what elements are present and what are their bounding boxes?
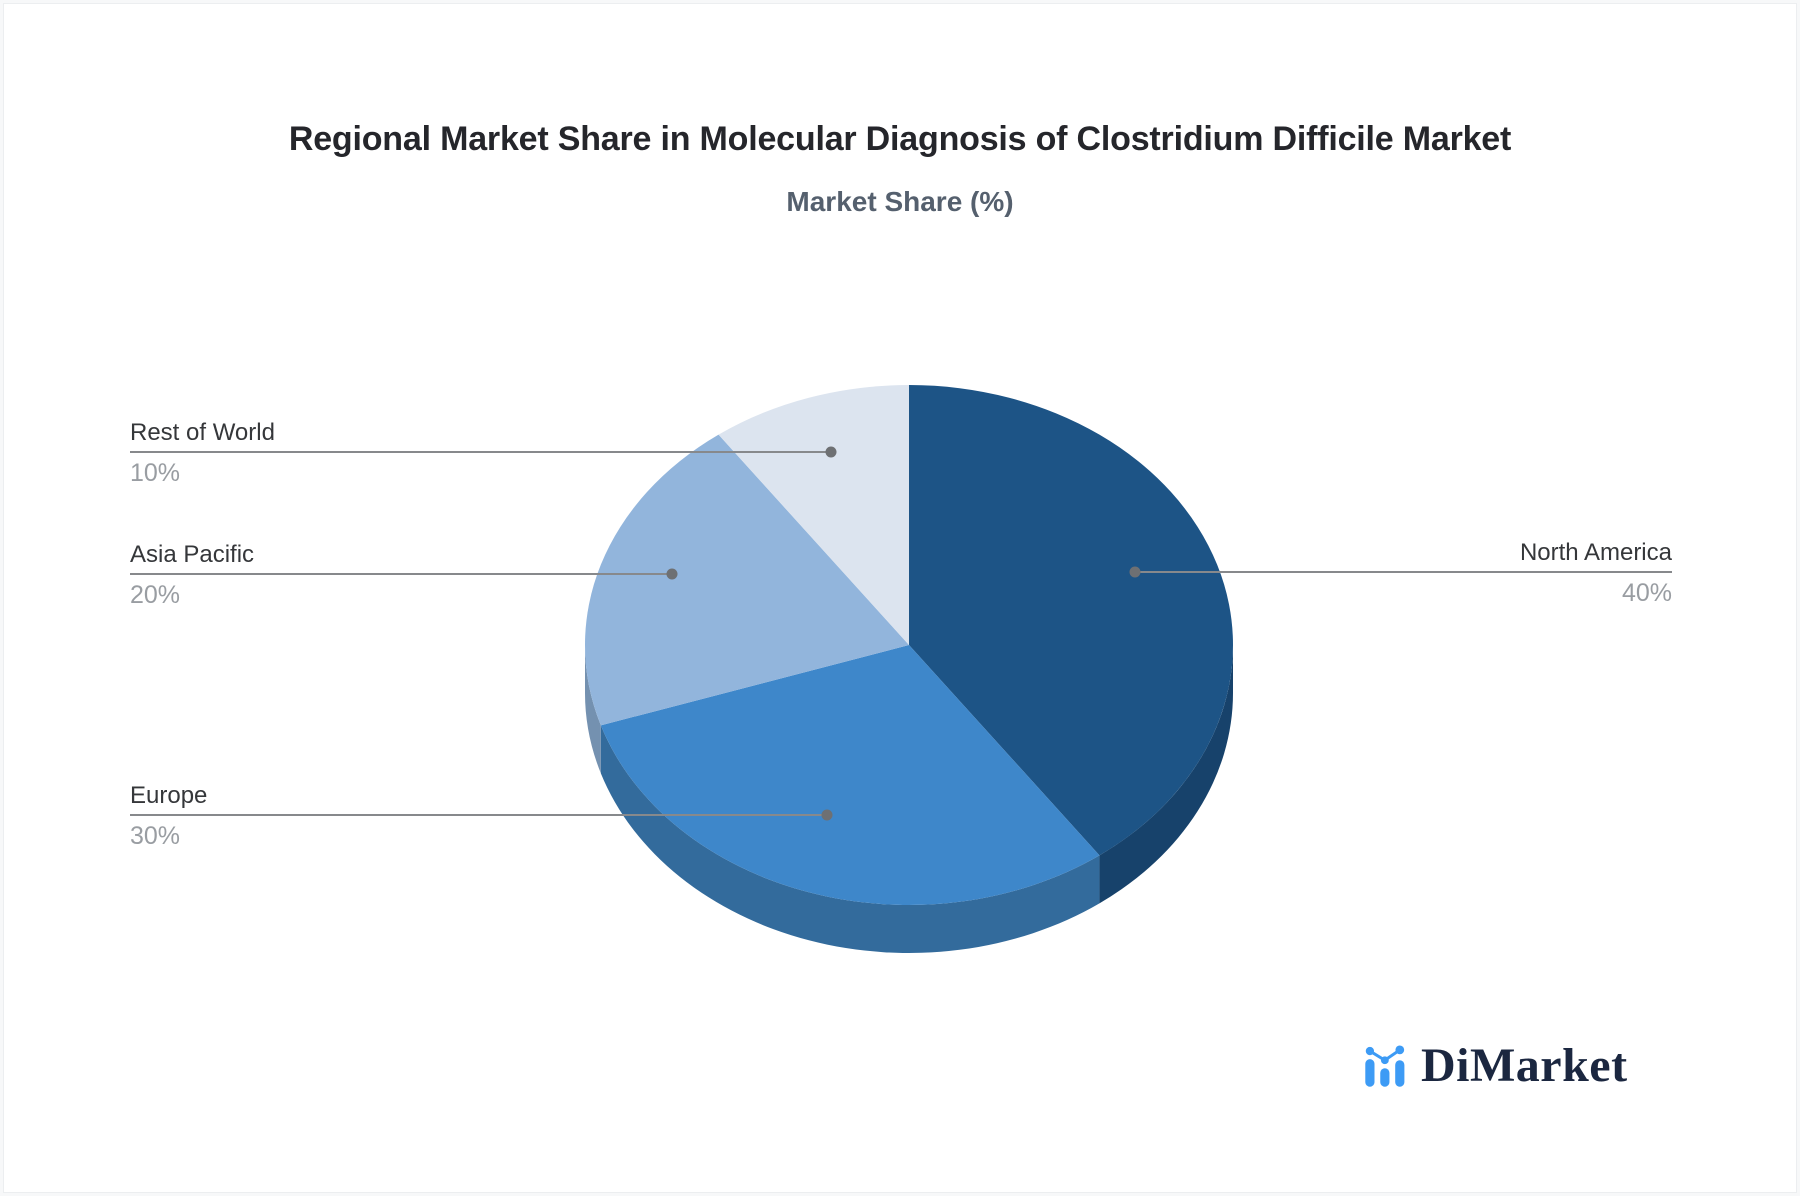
slice-value: 30% — [130, 822, 181, 850]
slice-label: North America — [1519, 539, 1672, 566]
slice-label: Asia Pacific — [130, 541, 255, 568]
pie-side-europe — [600, 725, 1100, 953]
leader-dot — [825, 446, 837, 458]
slice-value: 40% — [1621, 579, 1672, 607]
slice-value: 20% — [130, 581, 181, 609]
pie-slice-rest-of-world — [718, 385, 909, 645]
chart-title: Regional Market Share in Molecular Diagn… — [288, 120, 1512, 158]
pie-side-asia-pacific — [585, 645, 601, 774]
leader-dot — [821, 809, 833, 821]
callout-asia-pacific: Asia Pacific 20% — [130, 540, 690, 610]
bar-line-chart-icon — [1365, 1045, 1405, 1087]
callout-north-america: North America 40% — [1112, 538, 1672, 608]
pie-slice-north-america — [909, 385, 1233, 856]
callout-rest-of-world: Rest of World 10% — [130, 418, 690, 488]
pie-slice-asia-pacific — [585, 434, 909, 726]
brand-logo: DiMarket — [1363, 1038, 1628, 1093]
slice-label: Rest of World — [130, 419, 275, 446]
brand-name: DiMarket — [1421, 1039, 1628, 1092]
callout-europe: Europe 30% — [130, 781, 690, 851]
slice-value: 10% — [130, 459, 181, 487]
leader-dot — [1129, 566, 1141, 578]
pie-side-north-america — [1099, 645, 1233, 904]
leader-dot — [666, 568, 678, 580]
slice-label: Europe — [130, 782, 208, 809]
pie-slice-europe — [600, 645, 1100, 905]
chart-subtitle: Market Share (%) — [786, 186, 1014, 217]
